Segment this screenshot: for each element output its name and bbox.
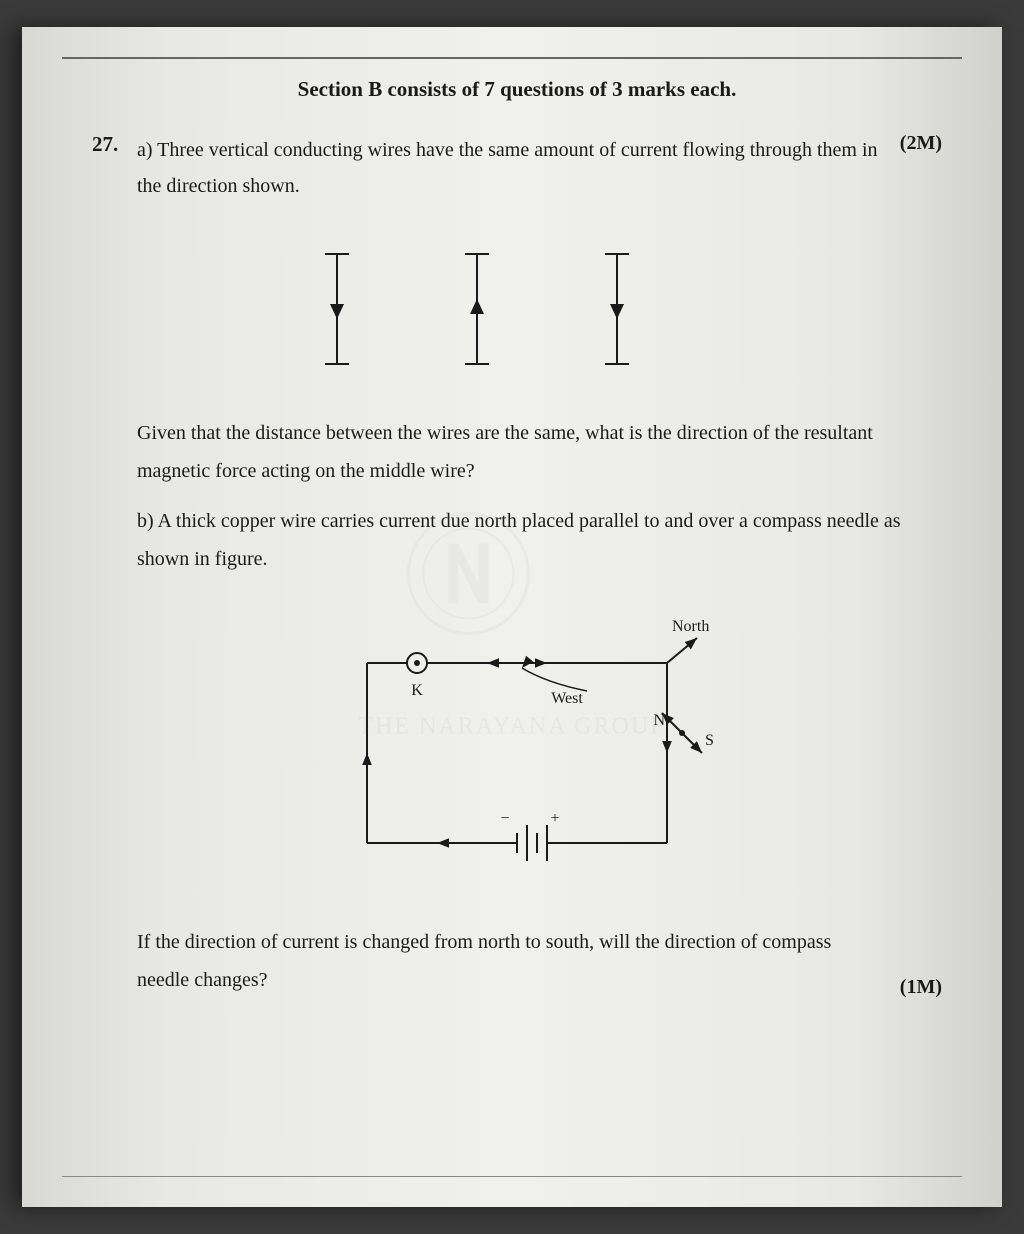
part-b-marks: (1M) — [882, 976, 942, 999]
svg-text:West: West — [551, 690, 583, 707]
svg-text:N: N — [653, 712, 665, 729]
final-question-text: If the direction of current is changed f… — [137, 923, 882, 999]
svg-text:S: S — [705, 732, 714, 749]
given-text: Given that the distance between the wire… — [137, 414, 942, 490]
paper-page: THE NARAYANA GROUP Section B consists of… — [22, 27, 1002, 1207]
question-row: 27. a) Three vertical conducting wires h… — [92, 132, 942, 204]
part-b-text: b) A thick copper wire carries current d… — [137, 502, 942, 578]
question-number: 27. — [92, 132, 137, 157]
top-border — [62, 57, 962, 59]
part-a-marks: (2M) — [882, 132, 942, 155]
svg-text:+: + — [550, 810, 559, 827]
circuit-diagram: K North West N S − + — [92, 603, 942, 888]
part-a-text: a) Three vertical conducting wires have … — [137, 132, 882, 204]
svg-text:K: K — [411, 682, 423, 699]
section-header: Section B consists of 7 questions of 3 m… — [92, 77, 942, 102]
bottom-border — [62, 1176, 962, 1177]
svg-text:North: North — [672, 618, 709, 635]
wires-diagram — [137, 234, 942, 384]
svg-text:−: − — [500, 810, 509, 827]
final-row: If the direction of current is changed f… — [137, 923, 942, 999]
